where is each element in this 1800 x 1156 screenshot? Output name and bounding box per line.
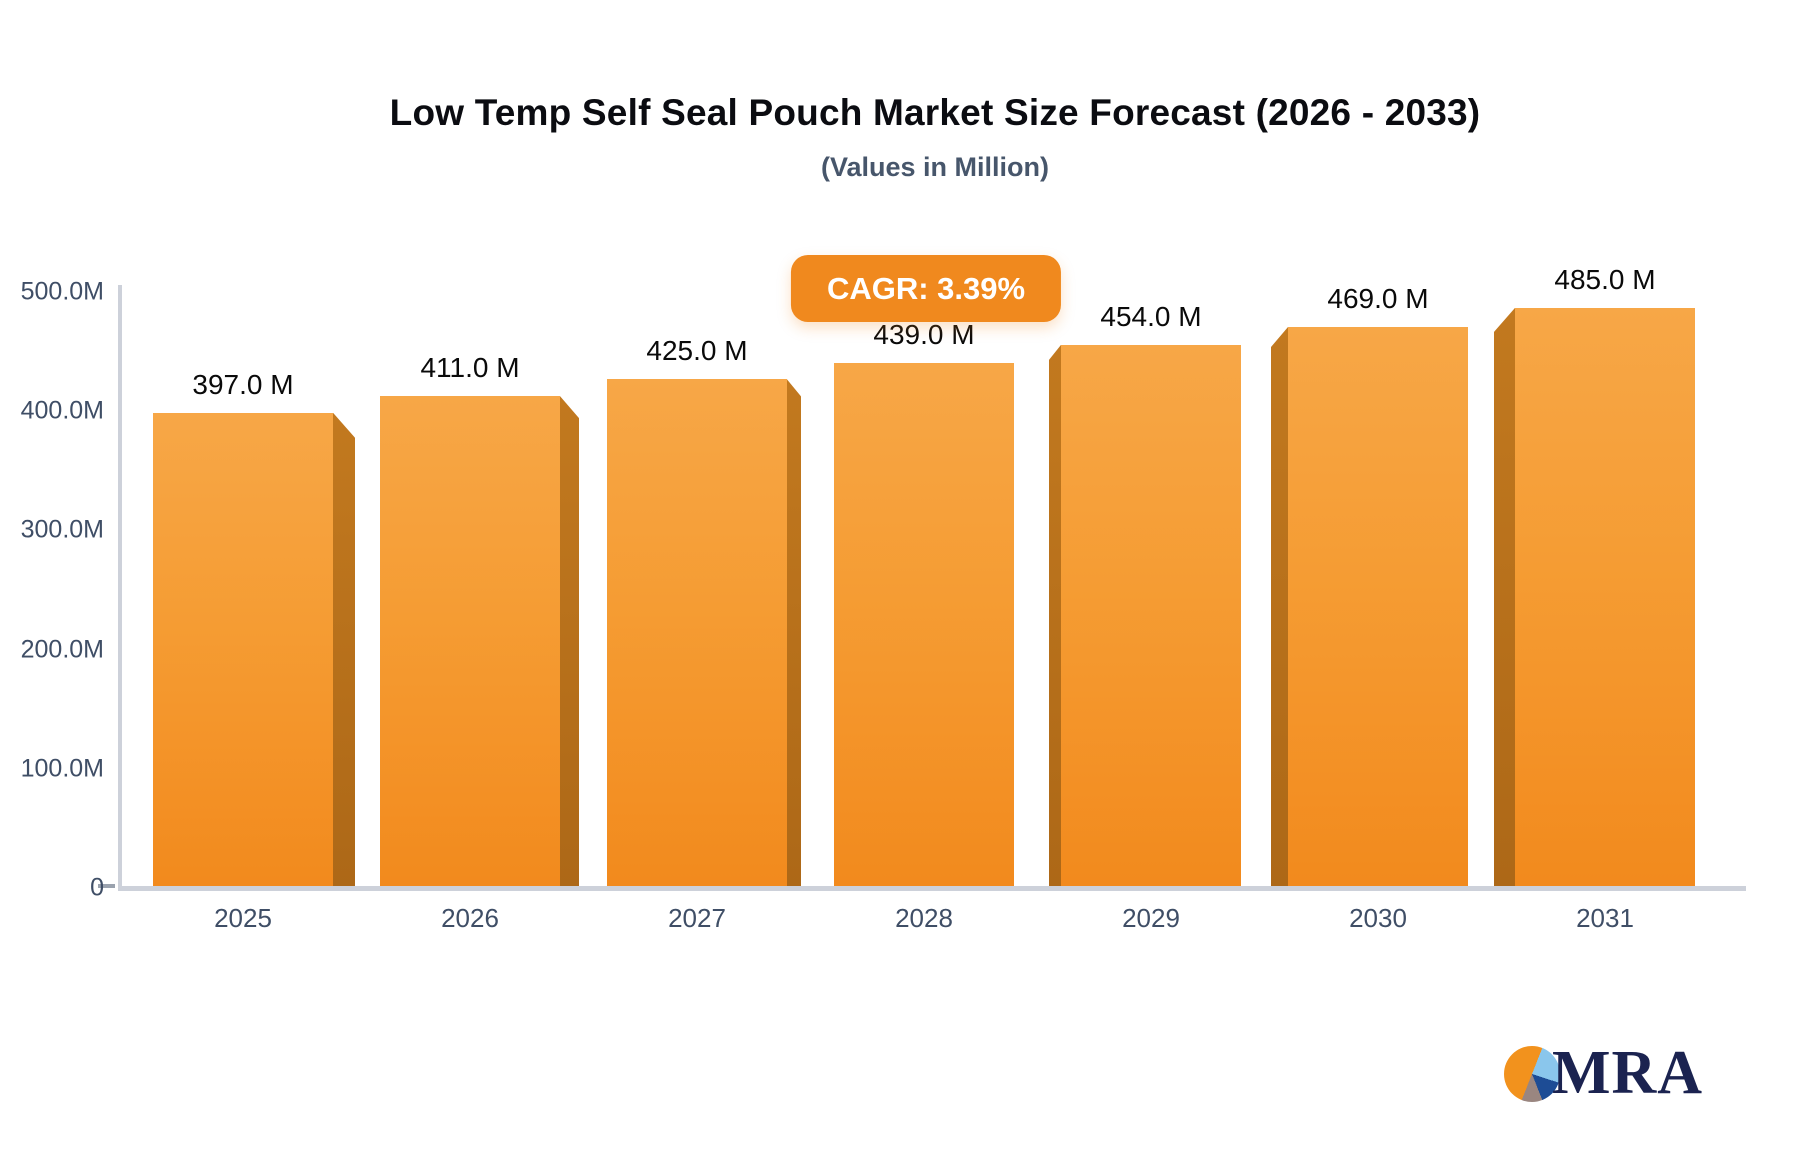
chart-subtitle: (Values in Million) — [820, 152, 1050, 182]
bar-2031-3d-side — [1494, 307, 1515, 886]
y-tick-label: 100.0M — [20, 754, 104, 783]
chart-title: Low Temp Self Seal Pouch Market Size For… — [389, 92, 1481, 133]
chart-header: Low Temp Self Seal Pouch Market Size For… — [110, 92, 1760, 183]
bar-2026-3d-side — [560, 396, 579, 886]
bar-2028 — [834, 362, 1014, 886]
x-axis-baseline — [118, 886, 1746, 891]
bar-value-label: 397.0 M — [192, 368, 294, 400]
bar-2030-3d-side — [1271, 326, 1288, 886]
x-tick-label-2030: 2030 — [1349, 903, 1407, 933]
brand-logo: MRA — [1504, 1038, 1703, 1109]
y-tick-label: 0 — [90, 873, 104, 902]
bar-2025 — [153, 412, 333, 886]
bar-2031 — [1515, 307, 1695, 886]
bar-value-label: 425.0 M — [646, 335, 748, 367]
pie-chart-logo-icon — [1504, 1045, 1560, 1102]
x-tick-label-2027: 2027 — [668, 903, 726, 933]
bar-2027 — [607, 379, 787, 886]
x-tick-label-2026: 2026 — [441, 903, 499, 933]
x-tick-label-2028: 2028 — [895, 903, 953, 933]
y-axis-line — [118, 285, 122, 890]
y-tick-label: 300.0M — [20, 515, 104, 544]
bar-2029 — [1061, 344, 1241, 886]
bar-2026 — [380, 396, 560, 886]
x-tick-label-2029: 2029 — [1122, 903, 1180, 933]
bar-2027-3d-side — [787, 379, 801, 886]
y-tick-label: 500.0M — [20, 277, 104, 306]
bar-value-label: 485.0 M — [1554, 263, 1656, 295]
bar-2029-3d-side — [1049, 344, 1061, 886]
bar-value-label: 469.0 M — [1327, 282, 1429, 314]
x-tick-label-2031: 2031 — [1576, 903, 1634, 933]
zero-tick-mark — [98, 884, 115, 888]
x-tick-label-2025: 2025 — [214, 903, 272, 933]
bar-value-label: 454.0 M — [1100, 300, 1202, 332]
brand-logo-text: MRA — [1552, 1039, 1704, 1107]
cagr-badge: CAGR: 3.39% — [790, 255, 1062, 322]
bar-value-label: 439.0 M — [873, 318, 975, 350]
y-tick-label: 400.0M — [20, 396, 104, 425]
y-tick-label: 200.0M — [20, 635, 104, 664]
bar-2030 — [1288, 326, 1468, 886]
bar-value-label: 411.0 M — [420, 352, 520, 384]
bar-2025-3d-side — [333, 412, 355, 886]
